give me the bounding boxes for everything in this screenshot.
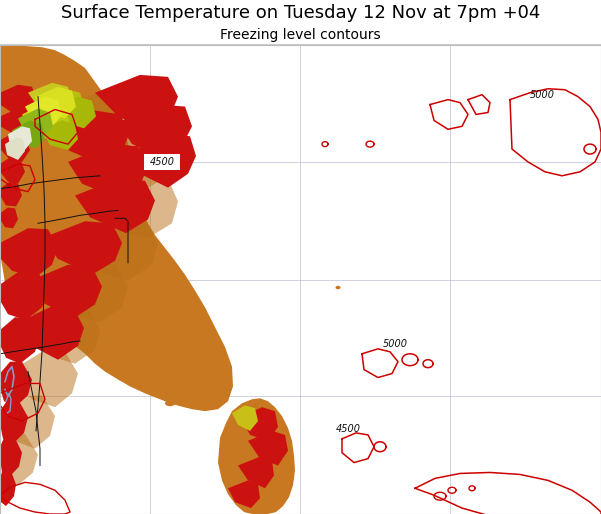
Polygon shape [88, 174, 178, 238]
Polygon shape [48, 263, 128, 322]
Ellipse shape [188, 398, 196, 404]
Text: 5000: 5000 [529, 89, 555, 100]
Polygon shape [35, 87, 76, 118]
Text: 4500: 4500 [335, 424, 361, 434]
Polygon shape [0, 434, 38, 485]
Polygon shape [248, 431, 288, 466]
Polygon shape [218, 398, 295, 514]
Polygon shape [240, 407, 278, 441]
Polygon shape [0, 156, 25, 183]
Polygon shape [22, 104, 58, 134]
Polygon shape [55, 111, 130, 164]
Text: Surface Temperature on Tuesday 12 Nov at 7pm +04: Surface Temperature on Tuesday 12 Nov at… [61, 4, 540, 22]
Ellipse shape [165, 400, 175, 406]
Polygon shape [18, 108, 53, 137]
Ellipse shape [174, 391, 190, 401]
Polygon shape [10, 352, 78, 407]
Polygon shape [232, 405, 258, 431]
Polygon shape [0, 208, 18, 228]
Polygon shape [70, 218, 158, 281]
Text: 5000: 5000 [382, 339, 407, 349]
Polygon shape [75, 179, 155, 233]
Polygon shape [0, 436, 22, 478]
Polygon shape [52, 97, 96, 128]
Text: 4500: 4500 [150, 157, 174, 167]
Polygon shape [68, 144, 148, 198]
Polygon shape [118, 104, 192, 158]
Polygon shape [28, 83, 72, 115]
Text: Freezing level contours: Freezing level contours [220, 28, 381, 42]
Polygon shape [0, 228, 58, 278]
Polygon shape [42, 221, 122, 274]
Polygon shape [0, 106, 40, 139]
Polygon shape [0, 395, 55, 449]
FancyBboxPatch shape [144, 154, 180, 170]
Polygon shape [78, 134, 165, 195]
Polygon shape [0, 317, 40, 364]
Polygon shape [0, 399, 28, 445]
Polygon shape [40, 89, 84, 120]
Polygon shape [0, 271, 48, 320]
Polygon shape [60, 93, 145, 152]
Ellipse shape [335, 286, 341, 289]
Polygon shape [0, 45, 233, 411]
Polygon shape [30, 265, 102, 318]
Polygon shape [12, 120, 45, 148]
Polygon shape [0, 362, 32, 407]
Polygon shape [0, 182, 22, 207]
Polygon shape [130, 134, 196, 188]
Polygon shape [5, 137, 25, 160]
Polygon shape [25, 97, 62, 126]
Polygon shape [95, 75, 178, 130]
Polygon shape [28, 307, 100, 364]
Polygon shape [0, 132, 30, 162]
Polygon shape [238, 456, 274, 488]
Polygon shape [42, 120, 78, 150]
Polygon shape [0, 468, 16, 506]
Polygon shape [0, 85, 38, 117]
Polygon shape [18, 306, 84, 360]
Polygon shape [8, 126, 32, 151]
Polygon shape [228, 481, 260, 508]
Polygon shape [32, 113, 72, 142]
